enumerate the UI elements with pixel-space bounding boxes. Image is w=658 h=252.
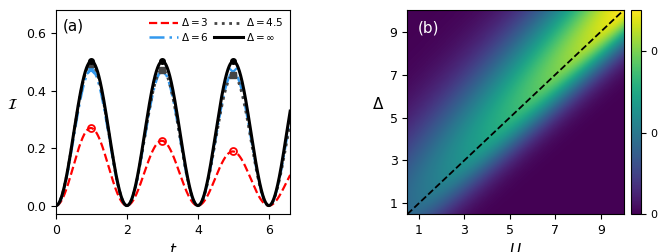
$\Delta=4.5$ — [280, 159, 288, 162]
$\Delta=3$ — [280, 187, 288, 190]
$\Delta=3$ — [52, 204, 60, 207]
$\Delta=4.5$ — [160, 69, 168, 72]
Text: (a): (a) — [63, 18, 84, 33]
$\Delta=4.5$ — [286, 121, 294, 124]
X-axis label: $U$: $U$ — [509, 242, 522, 252]
$\Delta=3$ — [160, 140, 168, 143]
$\Delta=4.5$ — [236, 86, 244, 89]
$\Delta=3$ — [87, 127, 95, 130]
$\Delta=4.5$ — [88, 62, 95, 66]
Y-axis label: $\mathcal{I}$: $\mathcal{I}$ — [7, 97, 18, 112]
Line: $\Delta=3$: $\Delta=3$ — [56, 128, 290, 206]
$\Delta=3$ — [64, 183, 72, 186]
$\Delta=\infty$ — [236, 74, 244, 77]
$\Delta=4.5$ — [64, 168, 72, 171]
$\Delta=4.5$ — [280, 158, 288, 161]
$\Delta=3$ — [286, 173, 294, 176]
Line: $\Delta=4.5$: $\Delta=4.5$ — [56, 64, 290, 206]
$\Delta=\infty$ — [166, 75, 174, 78]
Text: (b): (b) — [418, 20, 440, 35]
$\Delta=4.5$ — [166, 83, 174, 86]
$\Delta=4.5$ — [52, 204, 60, 207]
$\Delta=6$ — [280, 156, 288, 159]
$\Delta=\infty$ — [64, 167, 72, 170]
$\Delta=\infty$ — [88, 60, 95, 63]
$\Delta=6$ — [88, 68, 95, 71]
$\Delta=6$ — [160, 70, 168, 73]
$\Delta=3$ — [280, 187, 288, 190]
$\Delta=6$ — [286, 118, 294, 121]
X-axis label: $t$: $t$ — [169, 242, 177, 252]
Y-axis label: $\Delta$: $\Delta$ — [372, 96, 385, 112]
Line: $\Delta=\infty$: $\Delta=\infty$ — [56, 61, 290, 206]
$\Delta=\infty$ — [280, 152, 288, 155]
$\Delta=6$ — [52, 204, 60, 207]
$\Delta=6$ — [166, 84, 174, 87]
$\Delta=\infty$ — [52, 204, 60, 207]
Legend: $\Delta=3$, $\Delta=6$, $\Delta=4.5$, $\Delta=\infty$: $\Delta=3$, $\Delta=6$, $\Delta=4.5$, $\… — [148, 15, 285, 44]
$\Delta=\infty$ — [160, 60, 168, 63]
$\Delta=6$ — [64, 169, 72, 172]
$\Delta=\infty$ — [280, 152, 288, 155]
$\Delta=3$ — [166, 147, 174, 150]
$\Delta=6$ — [280, 157, 288, 160]
$\Delta=6$ — [236, 84, 244, 87]
Line: $\Delta=6$: $\Delta=6$ — [56, 70, 290, 206]
$\Delta=\infty$ — [286, 110, 294, 113]
$\Delta=3$ — [236, 156, 244, 159]
